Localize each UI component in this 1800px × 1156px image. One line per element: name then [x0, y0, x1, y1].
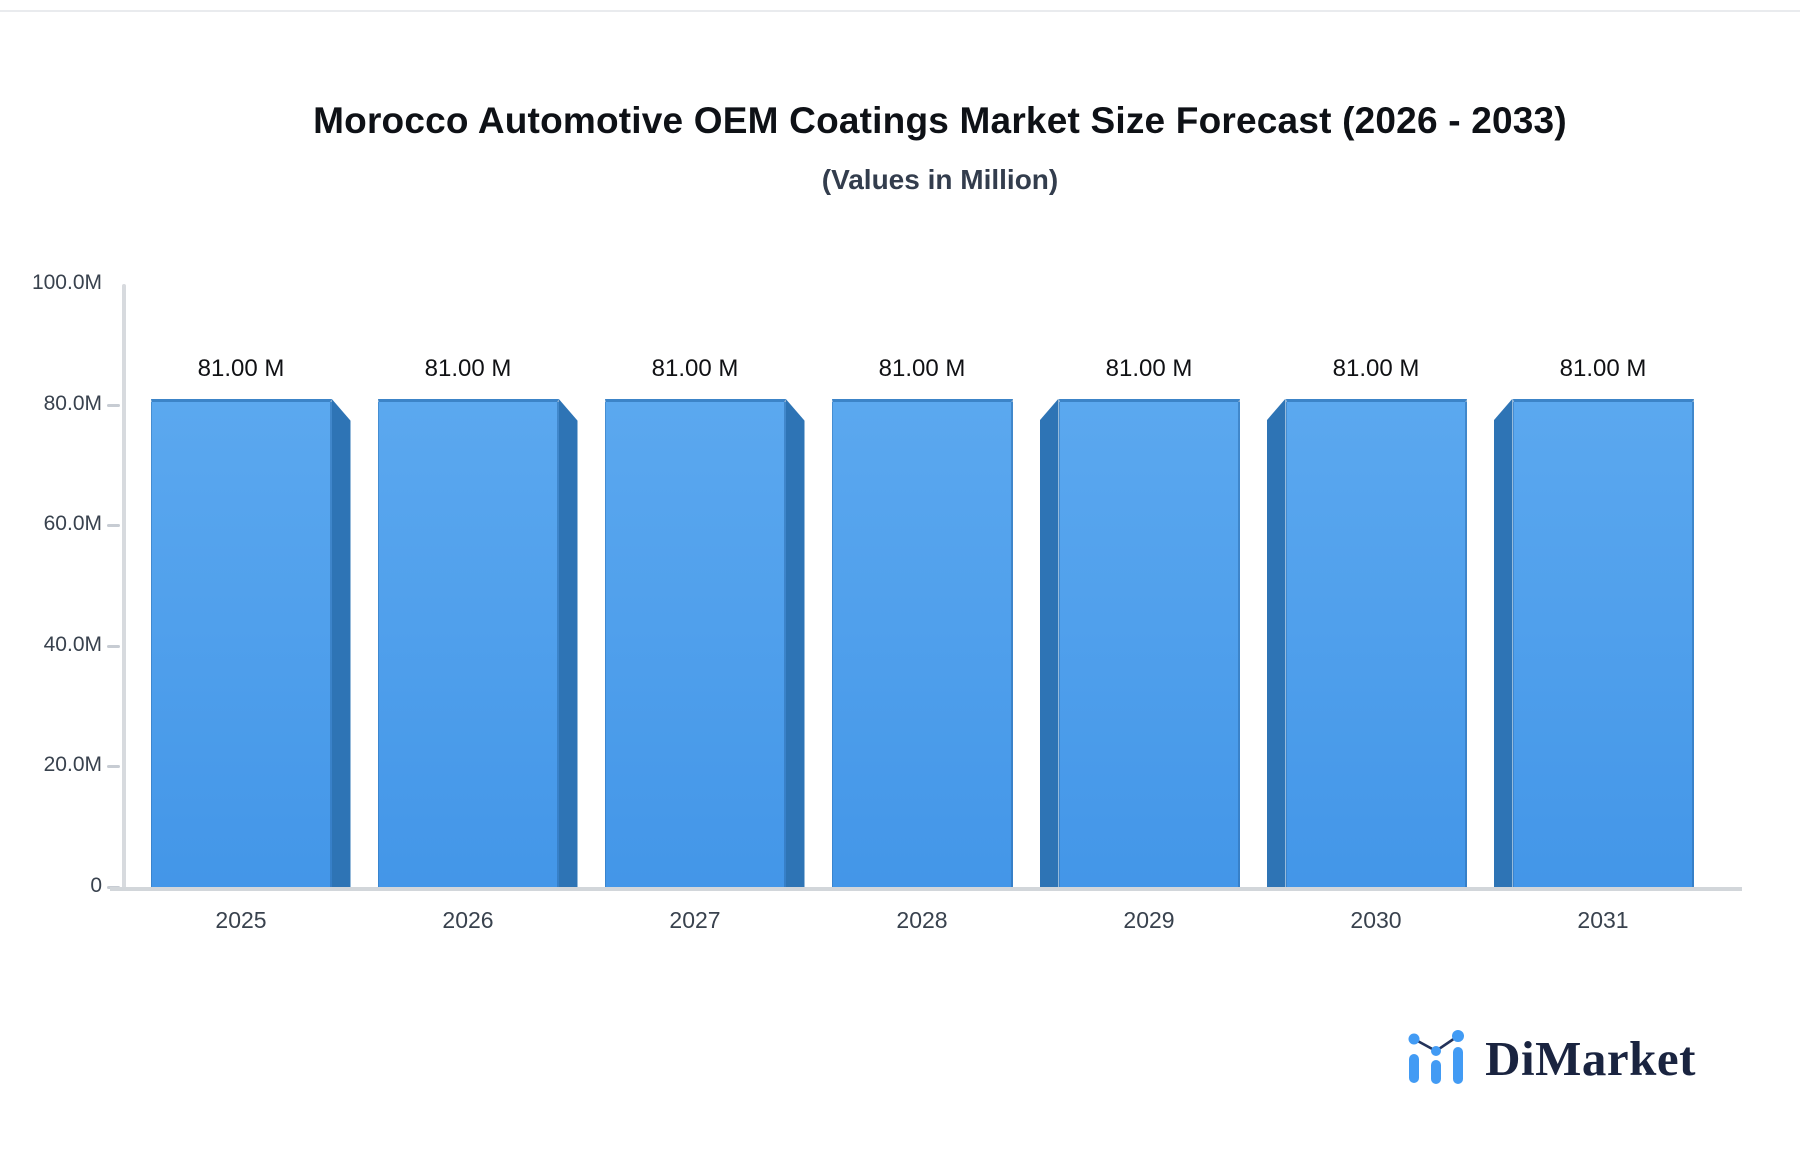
- bar-value-label-2031: 81.00 M: [1559, 354, 1647, 382]
- bar-face-2028: [831, 398, 1013, 889]
- x-axis-label-2026: 2026: [442, 907, 494, 933]
- bar-face-2026: [377, 398, 559, 889]
- x-axis-label-2030: 2030: [1350, 907, 1402, 933]
- y-axis-label-80.0M: 80.0M: [43, 391, 102, 415]
- x-axis-label-2031: 2031: [1577, 907, 1629, 933]
- page-top-divider: [0, 10, 1800, 12]
- bar-side-2026: [558, 398, 578, 889]
- y-axis-tick-40.0M: [107, 644, 120, 648]
- y-axis-label-40.0M: 40.0M: [43, 632, 102, 656]
- bar-face-2027: [604, 398, 786, 889]
- bar-side-2031: [1493, 398, 1513, 889]
- y-axis-tick-80.0M: [107, 403, 120, 407]
- chart-title: Morocco Automotive OEM Coatings Market S…: [313, 100, 1567, 141]
- y-axis-label-0: 0: [90, 874, 102, 897]
- x-axis-label-2025: 2025: [215, 907, 267, 933]
- chart-subtitle: (Values in Million): [821, 164, 1059, 195]
- y-axis-tick-20.0M: [107, 765, 120, 769]
- bar-side-2030: [1266, 398, 1286, 889]
- y-axis-line: [122, 284, 126, 891]
- bar-value-label-2028: 81.00 M: [878, 354, 966, 382]
- bar-side-2027: [785, 398, 805, 889]
- bar-face-2030: [1285, 398, 1467, 889]
- y-axis-label-60.0M: 60.0M: [43, 512, 102, 536]
- dimarket-logo-text: DiMarket: [1485, 1030, 1696, 1086]
- bar-value-label-2025: 81.00 M: [197, 354, 285, 382]
- bar-side-2025: [331, 398, 351, 889]
- x-axis-label-2027: 2027: [669, 907, 721, 933]
- chart-header: Morocco Automotive OEM Coatings Market S…: [130, 100, 1750, 196]
- bar-face-2025: [150, 398, 332, 889]
- bar-chart-sparkline-icon: [1408, 1030, 1465, 1084]
- y-axis-label-100.0M: 100.0M: [31, 271, 102, 294]
- x-axis-line: [110, 887, 1742, 891]
- bar-value-label-2030: 81.00 M: [1332, 354, 1420, 382]
- y-axis-label-20.0M: 20.0M: [43, 753, 102, 777]
- bar-side-2029: [1039, 398, 1059, 889]
- bar-value-label-2026: 81.00 M: [424, 354, 512, 382]
- dimarket-logo: DiMarket: [1405, 1028, 1696, 1088]
- x-axis-label-2028: 2028: [896, 907, 948, 933]
- bar-value-label-2027: 81.00 M: [651, 354, 739, 382]
- bar-face-2031: [1512, 398, 1694, 889]
- bar-value-label-2029: 81.00 M: [1105, 354, 1193, 382]
- x-axis-label-2029: 2029: [1123, 907, 1175, 933]
- bar-face-2029: [1058, 398, 1240, 889]
- y-axis-tick-60.0M: [107, 524, 120, 528]
